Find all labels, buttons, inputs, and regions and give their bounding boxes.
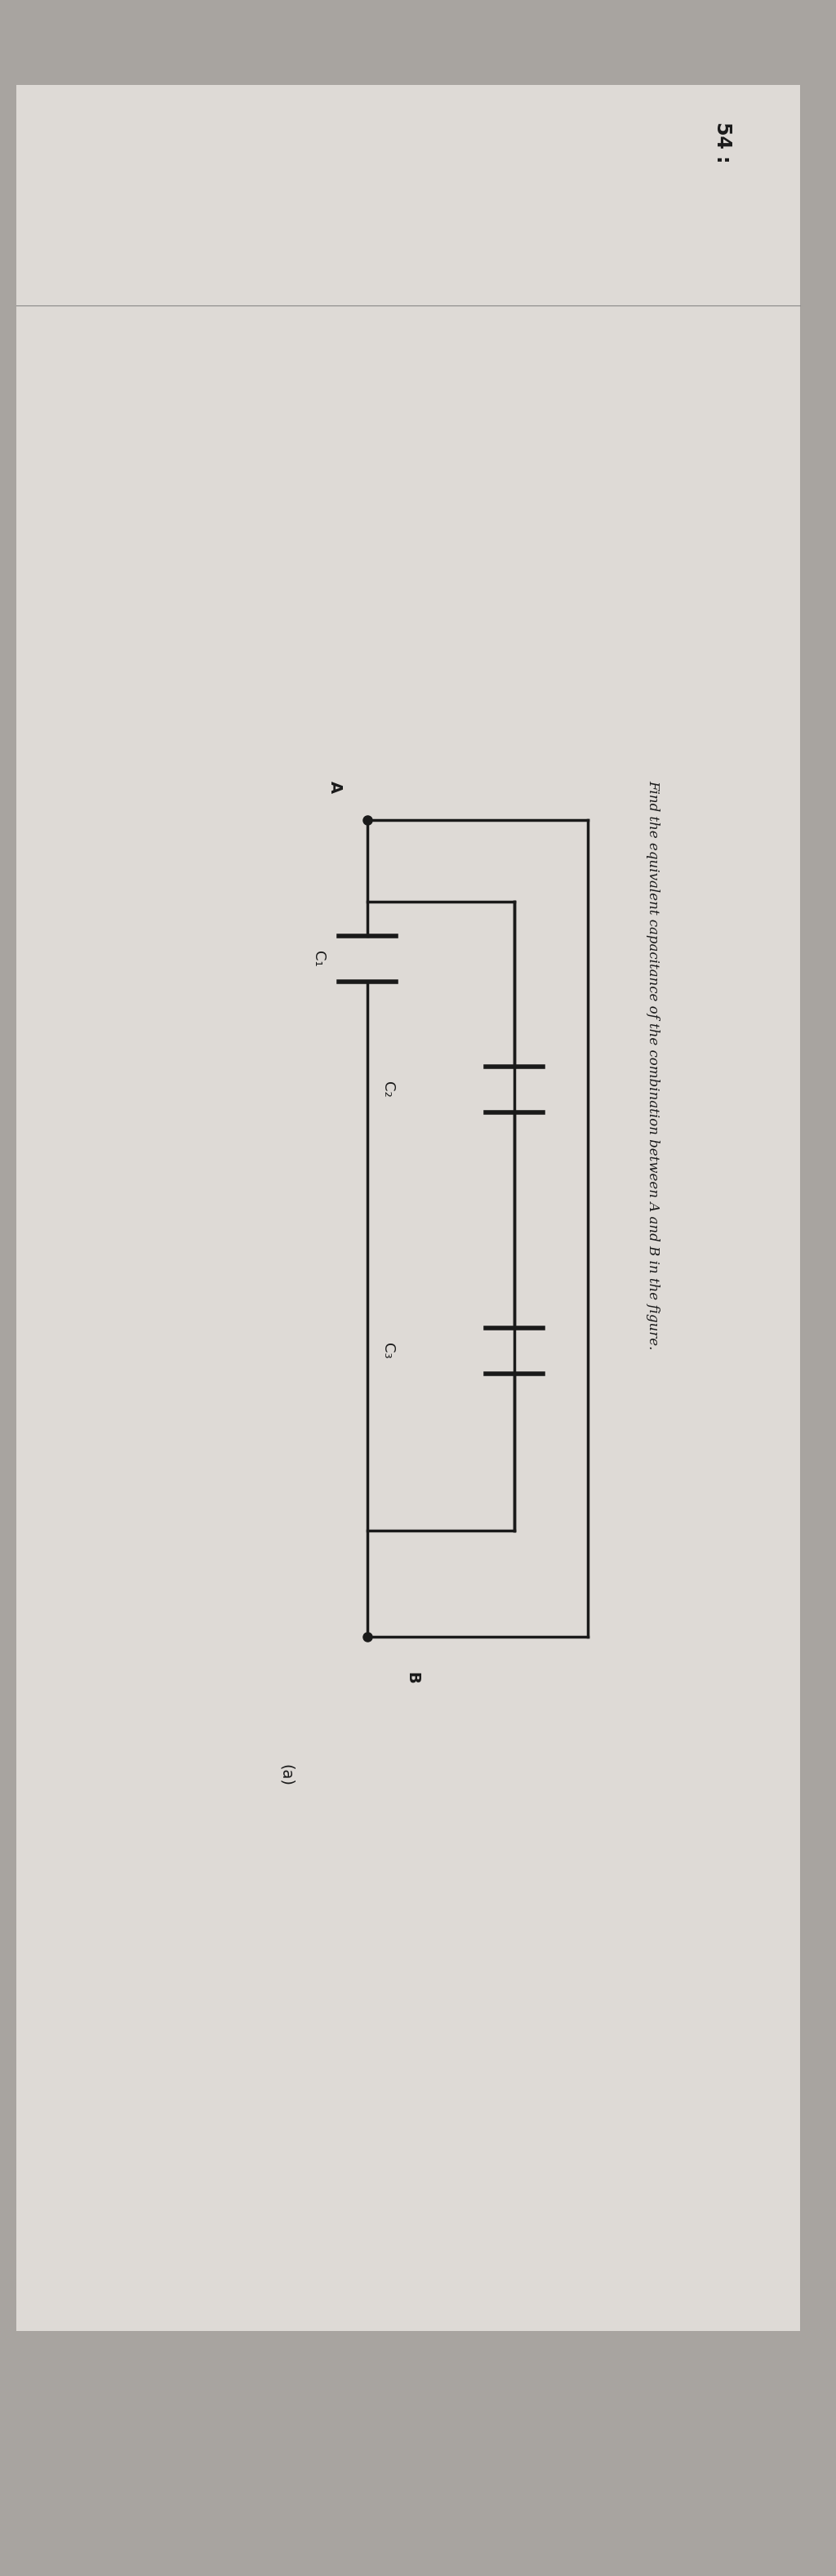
Text: 54 :: 54 :	[713, 121, 732, 162]
Text: C₂: C₂	[380, 1082, 395, 1097]
Text: C₁: C₁	[311, 951, 326, 966]
Text: B: B	[405, 1672, 420, 1685]
Text: A: A	[327, 781, 343, 793]
Text: C₃: C₃	[380, 1342, 395, 1360]
Text: Find the equivalent capacitance of the combination between A and B in the figure: Find the equivalent capacitance of the c…	[646, 781, 660, 1350]
Bar	[17, 85, 800, 2331]
Text: (a): (a)	[278, 1765, 293, 1788]
